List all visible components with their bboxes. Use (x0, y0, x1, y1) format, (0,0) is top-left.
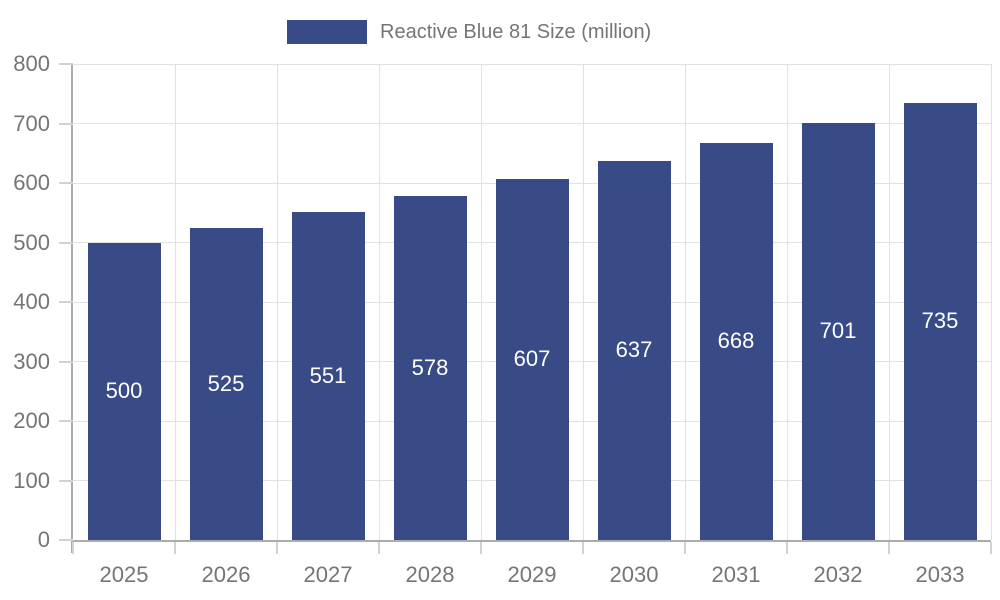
y-axis-tick-label: 100 (13, 467, 50, 493)
y-axis-tick (59, 479, 73, 482)
legend-swatch-icon (287, 20, 367, 44)
gridline-horizontal (73, 63, 991, 65)
bar-value-label: 735 (921, 308, 959, 334)
x-axis-tick-label: 2032 (813, 562, 863, 587)
bar-2025[interactable] (87, 242, 161, 540)
x-axis-tick-label: 2031 (711, 562, 761, 587)
gridline-vertical (786, 64, 788, 540)
bar-value-label: 637 (615, 337, 653, 363)
x-axis-tick-label: 2029 (507, 562, 557, 587)
x-axis-tick-label: 2026 (201, 562, 251, 587)
y-axis-tick-label: 600 (13, 170, 50, 195)
x-axis-tick-label: 2033 (915, 562, 965, 587)
legend[interactable]: Reactive Blue 81 Size (million) (287, 20, 651, 44)
x-axis-tick (480, 542, 482, 554)
x-axis-tick-label: 2027 (303, 562, 353, 587)
y-axis-tick (59, 182, 73, 184)
bar-value-label: 668 (717, 328, 755, 354)
y-axis-tick (59, 539, 73, 541)
bar-2027[interactable] (291, 212, 365, 540)
bar-2031[interactable] (699, 142, 773, 540)
bar-2033[interactable] (903, 102, 977, 540)
plot-area (73, 63, 992, 540)
gridline-vertical (174, 64, 176, 540)
x-axis-tick (786, 542, 788, 554)
x-axis-tick (684, 542, 686, 554)
gridline-vertical (684, 64, 686, 540)
y-axis-tick-label: 800 (13, 51, 50, 76)
x-axis-tick-label: 2030 (609, 562, 659, 587)
bar-value-label: 500 (105, 378, 143, 404)
x-axis-tick-label: 2025 (99, 562, 149, 587)
x-axis-tick (378, 542, 380, 554)
x-axis-tick (582, 542, 584, 554)
gridline-vertical (480, 64, 482, 540)
bar-value-label: 551 (309, 363, 347, 389)
x-axis-line (71, 540, 991, 542)
x-axis-tick (174, 542, 176, 554)
y-axis-tick (59, 63, 73, 65)
gridline-vertical (378, 64, 380, 540)
bar-2029[interactable] (495, 178, 569, 540)
gridline-vertical (276, 64, 278, 540)
gridline-vertical (990, 64, 992, 540)
x-axis-tick-label: 2028 (405, 562, 455, 587)
bar-2030[interactable] (597, 161, 671, 540)
y-axis-tick-label: 300 (13, 348, 50, 374)
x-axis-tick (888, 542, 890, 554)
bar-value-label: 701 (819, 318, 857, 344)
y-axis-tick-label: 400 (13, 289, 50, 314)
x-axis-tick (72, 542, 74, 554)
bar-2028[interactable] (393, 196, 467, 540)
bar-value-label: 578 (411, 355, 449, 381)
bar-2026[interactable] (189, 227, 263, 540)
y-axis-tick-label: 200 (13, 408, 50, 433)
y-axis-tick-label: 700 (13, 110, 50, 136)
y-axis-tick (59, 122, 73, 125)
bar-2032[interactable] (801, 122, 875, 540)
x-axis-tick (276, 542, 278, 554)
bar-value-label: 525 (207, 370, 245, 396)
gridline-vertical (888, 64, 890, 540)
y-axis-tick (59, 360, 73, 363)
gridline-horizontal (73, 123, 991, 124)
y-axis-tick (59, 241, 73, 244)
legend-label: Reactive Blue 81 Size (million) (380, 21, 652, 43)
bar-value-label: 607 (513, 346, 551, 372)
y-axis-tick-label: 0 (37, 527, 50, 552)
y-axis-tick-label: 500 (13, 229, 50, 255)
x-axis-tick (990, 542, 992, 554)
gridline-vertical (582, 64, 584, 540)
y-axis-line (71, 64, 73, 553)
y-axis-tick (59, 420, 73, 422)
y-axis-tick (59, 301, 73, 303)
